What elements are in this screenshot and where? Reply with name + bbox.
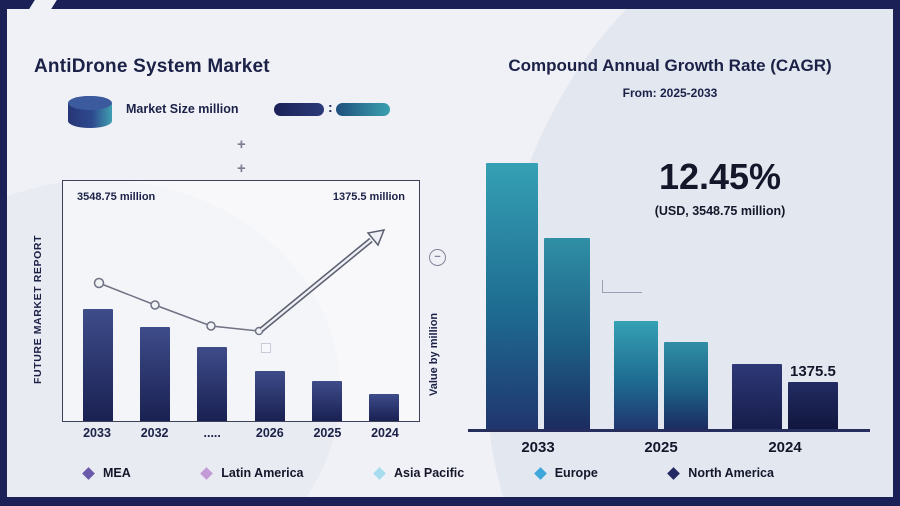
bracket-decor (602, 280, 642, 293)
legend-item-europe: Europe (533, 466, 598, 480)
cagr-percentage: 12.45% (658, 156, 782, 197)
left-chart-y-axis-label: FUTURE MARKET REPORT (32, 234, 44, 384)
frame-top (0, 0, 900, 9)
legend-label: Asia Pacific (394, 466, 465, 480)
diamond-icon (82, 466, 95, 480)
legend-item-asia-pacific: Asia Pacific (373, 466, 465, 480)
right-bar-2024-2 (788, 382, 838, 430)
legend-label: MEA (103, 466, 131, 480)
value-label-2024: 1375.5 (790, 363, 836, 380)
right-bar-group-2024: 2024 (732, 364, 838, 456)
cylinder-icon (64, 94, 116, 137)
watermark-square-icon (261, 343, 271, 353)
left-bar-2025 (311, 381, 342, 421)
right-bar-2033-1 (486, 163, 538, 430)
left-chart-title: AntiDrone System Market (34, 56, 270, 77)
right-bar-2024-1 (732, 364, 782, 430)
legend-item-north-america: North America (667, 466, 774, 480)
right-chart-bars: 2033 2025 2024 (486, 163, 838, 456)
right-chart-subtitle: From: 2025-2033 (622, 86, 718, 100)
plus-decor-icon: + (237, 160, 246, 177)
diamond-icon (533, 466, 547, 480)
right-chart-baseline (468, 429, 870, 432)
legend-pill-teal (336, 103, 390, 116)
right-x-axis-label: 2024 (768, 439, 802, 456)
right-bar-2025-1 (614, 321, 658, 430)
legend-pill-navy (274, 103, 324, 116)
left-chart-bars (63, 309, 419, 421)
legend-label: Europe (554, 466, 598, 480)
left-chart-x-axis: 2033 2032..... 2026 2025 2024 (62, 426, 420, 440)
legend-pill-separator: : (328, 99, 333, 115)
left-bar-2024 (368, 394, 399, 421)
left-chart-min-value-label: 1375.5 million (332, 191, 405, 203)
frame-bottom (0, 497, 900, 506)
right-bar-group-2025: 2025 (614, 321, 708, 456)
right-x-axis-label: 2033 (521, 439, 555, 456)
left-bar-2033 (83, 309, 113, 421)
left-x-axis-label: 2025 (313, 426, 342, 440)
left-bar-2026 (254, 371, 285, 421)
region-legend: MEA Latin America Asia Pacific Europe North … (82, 466, 774, 480)
left-chart-max-value-label: 3548.75 million (77, 191, 156, 203)
plus-decor-icon: + (237, 136, 246, 153)
left-bar-2032 (140, 327, 171, 421)
diamond-icon (373, 466, 386, 480)
right-bar-2033-2 (544, 238, 590, 430)
cagr-usd-detail: (USD, 3548.75 million) (654, 204, 786, 218)
right-x-axis-label: 2025 (644, 439, 678, 456)
right-bar-group-2033: 2033 (486, 163, 590, 456)
legend-item-mea: MEA (82, 466, 131, 480)
trend-line-arrow (93, 229, 386, 336)
left-x-axis-label: 2032 (140, 426, 169, 440)
left-x-axis-label: 2033 (83, 426, 111, 440)
legend-item-latin-america: Latin America (200, 466, 304, 480)
frame-left (0, 0, 7, 506)
left-x-axis-label: ..... (203, 426, 221, 440)
diamond-icon (200, 466, 214, 480)
market-size-legend-label: Market Size million (126, 102, 239, 116)
minus-circle-icon: − (429, 249, 446, 266)
left-x-axis-label: 2024 (371, 426, 399, 440)
left-chart-plot-area: 3548.75 million 1375.5 million (62, 180, 420, 422)
right-chart-title: Compound Annual Growth Rate (CAGR) (508, 56, 832, 75)
frame-right (893, 0, 900, 506)
diamond-icon (667, 466, 681, 480)
right-chart-y-axis-label: Value by million (428, 312, 440, 396)
legend-label: North America (688, 466, 774, 480)
left-x-axis-label: 2026 (255, 426, 284, 440)
legend-label: Latin America (221, 466, 304, 480)
left-bar-..... (197, 347, 228, 421)
right-bar-2025-2 (664, 342, 708, 430)
